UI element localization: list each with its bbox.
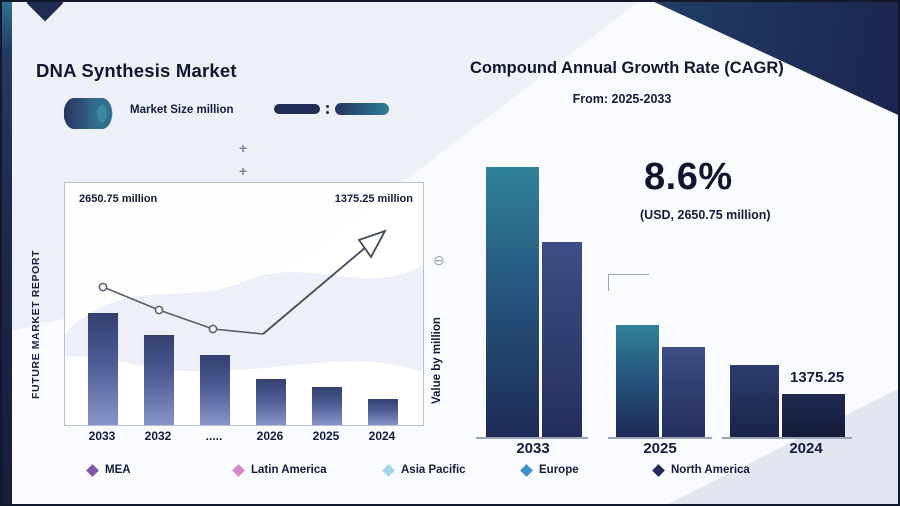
left-chart-y-axis-label: FUTURE MARKET REPORT xyxy=(30,249,42,399)
legend-label: North America xyxy=(671,464,750,476)
right-bar-2033-secondary xyxy=(542,242,582,437)
diamond-icon xyxy=(652,463,665,477)
left-bar-2032 xyxy=(144,335,174,425)
right-bar-2025-primary xyxy=(616,325,659,437)
x-label: 2025 xyxy=(312,429,340,443)
x-label: 2033 xyxy=(516,440,550,457)
legend: MEA Latin America Asia Pacific Europe No… xyxy=(2,463,898,488)
legend-label: Europe xyxy=(539,464,579,476)
right-chart-baseline-2033 xyxy=(476,437,588,439)
left-bar-skip xyxy=(200,355,230,425)
minus-circle-decor-icon: ⊖ xyxy=(433,252,445,268)
left-chart-panel: 2650.75 million 1375.25 million xyxy=(64,182,424,426)
x-label: 2032 xyxy=(144,429,172,443)
cagr-percentage: 8.6% xyxy=(644,156,733,198)
x-label: 2024 xyxy=(789,440,823,457)
left-chart-min-value: 1375.25 million xyxy=(334,193,413,205)
left-bar-2024 xyxy=(368,399,398,425)
market-size-cylinder-icon xyxy=(64,98,113,129)
trend-line-and-arrow xyxy=(98,229,387,335)
pill-navy xyxy=(274,104,320,114)
x-label: 2033 xyxy=(88,429,116,443)
plus-decor-top: + xyxy=(239,140,248,156)
top-left-accent-diamond xyxy=(26,2,64,22)
diamond-icon xyxy=(382,463,395,477)
right-chart-y-axis-label: Value by million xyxy=(431,317,443,405)
legend-item-asia-pacific: Asia Pacific xyxy=(382,463,466,477)
left-chart-title: DNA Synthesis Market xyxy=(36,60,237,81)
market-size-label: Market Size million xyxy=(130,104,234,116)
left-bar-2025 xyxy=(312,387,342,425)
decorative-pills xyxy=(274,103,389,115)
right-chart-subtitle: From: 2025-2033 xyxy=(572,92,672,106)
right-bar-2025-secondary xyxy=(662,347,705,437)
diamond-icon xyxy=(232,463,245,477)
legend-label: MEA xyxy=(105,464,131,476)
plus-decor-bottom: + xyxy=(239,163,248,179)
left-chart-max-value: 2650.75 million xyxy=(79,193,158,205)
right-bar-2024-primary xyxy=(730,365,779,437)
legend-item-north-america: North America xyxy=(652,463,750,477)
legend-item-mea: MEA xyxy=(86,463,131,477)
legend-label: Asia Pacific xyxy=(401,464,466,476)
right-chart-baseline-2025 xyxy=(608,437,712,439)
diamond-icon xyxy=(86,463,99,477)
pill-separator-dots xyxy=(326,104,329,114)
right-bar-2024-secondary xyxy=(782,394,845,437)
pill-gradient xyxy=(335,103,389,115)
left-chart-x-axis: 2033 2032 ..... 2026 2025 2024 xyxy=(64,429,424,445)
x-label: ..... xyxy=(205,429,223,443)
left-accent-strip xyxy=(2,2,12,504)
legend-item-latin-america: Latin America xyxy=(232,463,327,477)
diamond-icon xyxy=(520,463,533,477)
right-chart-title: Compound Annual Growth Rate (CAGR) xyxy=(470,59,784,77)
legend-item-europe: Europe xyxy=(520,463,579,477)
legend-label: Latin America xyxy=(251,464,327,476)
right-bar-2033-primary xyxy=(486,167,539,437)
right-chart-value-annotation: 1375.25 xyxy=(790,369,845,386)
x-label: 2025 xyxy=(643,440,677,457)
left-bar-2026 xyxy=(256,379,286,425)
right-chart-area: 2033 2025 2024 xyxy=(470,152,876,457)
cagr-detail: (USD, 2650.75 million) xyxy=(640,208,771,222)
x-label: 2024 xyxy=(368,429,396,443)
left-bar-2033 xyxy=(88,313,118,425)
x-label: 2026 xyxy=(256,429,284,443)
right-chart-baseline-2024 xyxy=(722,437,852,439)
decorative-step-line xyxy=(608,274,649,291)
